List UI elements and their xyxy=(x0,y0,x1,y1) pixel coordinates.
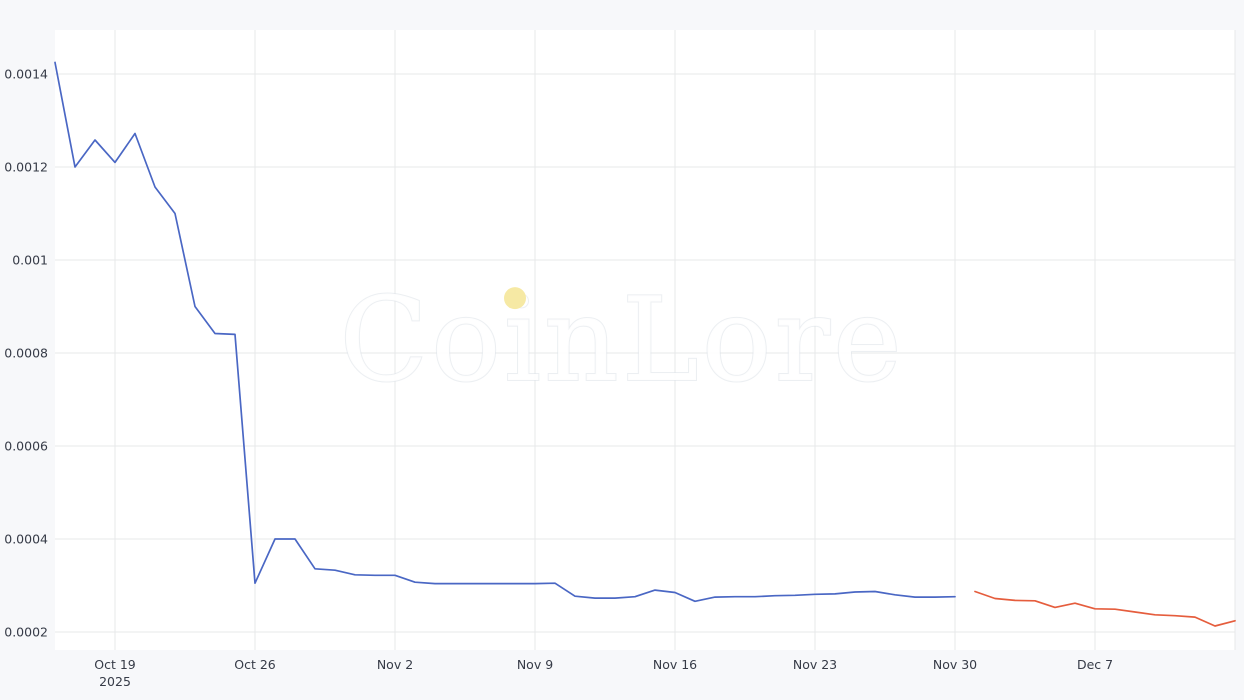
x-tick-label: Nov 2 xyxy=(377,657,413,672)
y-tick-label: 0.0012 xyxy=(4,160,48,175)
y-tick-label: 0.0014 xyxy=(4,67,48,82)
x-tick-label: Nov 23 xyxy=(793,657,837,672)
x-tick-label: Nov 16 xyxy=(653,657,697,672)
x-tick-label: Nov 30 xyxy=(933,657,977,672)
x-tick-label: Dec 7 xyxy=(1077,657,1113,672)
y-tick-label: 0.0002 xyxy=(4,625,48,640)
price-line-history xyxy=(54,61,956,603)
x-tick-label: Nov 9 xyxy=(517,657,553,672)
y-tick-label: 0.0008 xyxy=(4,346,48,361)
y-tick-label: 0.0006 xyxy=(4,439,48,454)
highlight-dot xyxy=(504,287,526,310)
x-tick-label: Oct 19 xyxy=(94,657,136,672)
watermark-text: CoinLore xyxy=(339,273,904,408)
y-tick-label: 0.0004 xyxy=(4,532,48,547)
y-tick-label: 0.001 xyxy=(12,253,48,268)
x-tick-sublabel: 2025 xyxy=(99,674,131,689)
price-line-recent xyxy=(974,590,1236,627)
x-tick-label: Oct 26 xyxy=(234,657,276,672)
